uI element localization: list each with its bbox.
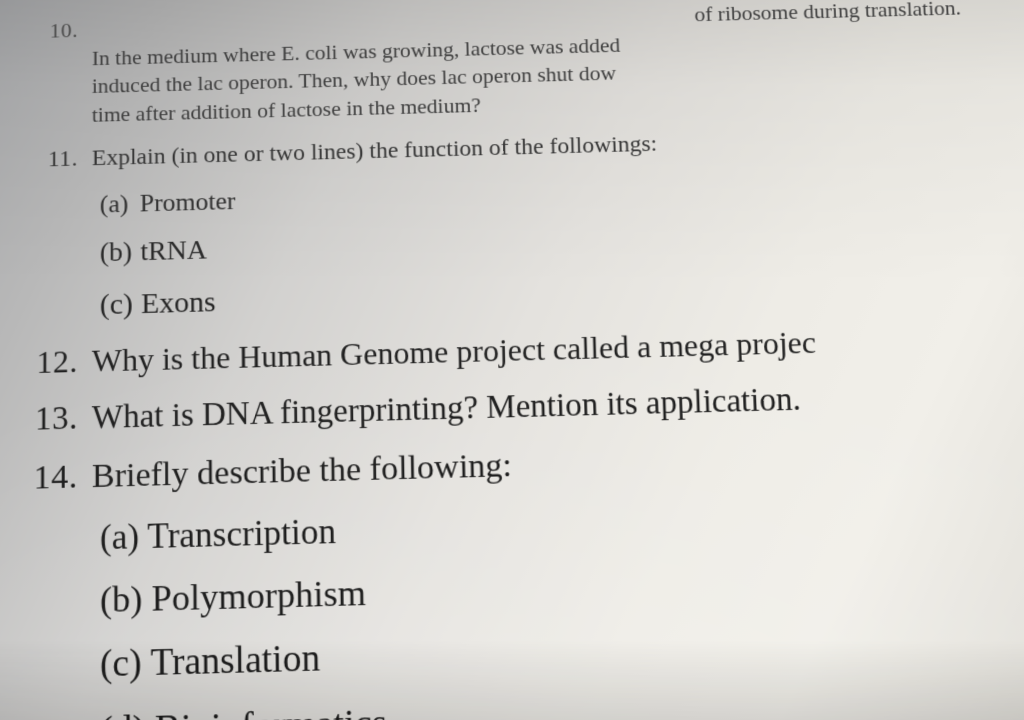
question-14: 14. Briefly describe the following:	[92, 431, 1004, 501]
option-label: (b)	[100, 575, 143, 625]
option-text: Bioinformatics	[155, 701, 388, 720]
question-14-option-c: (c) Translation	[92, 616, 1014, 691]
textbook-page: 10. of ribosome during translation. In t…	[0, 0, 1024, 720]
question-11-option-a: (a) Promoter	[92, 165, 990, 222]
option-text: Translation	[150, 638, 320, 684]
question-number: 10.	[31, 16, 78, 45]
question-11-option-c: (c) Exons	[92, 263, 996, 326]
question-number: 12.	[30, 340, 78, 384]
question-number: 13.	[30, 396, 78, 442]
option-label: (a)	[100, 187, 134, 222]
question-13-text: What is DNA fingerprinting? Mention its …	[92, 372, 1001, 440]
question-14-option-b: (b) Polymorphism	[92, 552, 1011, 625]
question-11-text: Explain (in one or two lines) the functi…	[92, 120, 988, 174]
question-12-text: Why is the Human Genome project called a…	[92, 316, 998, 382]
question-number: 14.	[29, 455, 77, 502]
question-11: 11. Explain (in one or two lines) the fu…	[92, 120, 988, 174]
question-14-text: Briefly describe the following:	[92, 431, 1004, 501]
option-label: (c)	[100, 638, 142, 690]
option-label: (d)	[100, 704, 145, 720]
question-13: 13. What is DNA fingerprinting? Mention …	[92, 372, 1001, 440]
option-label: (b)	[100, 234, 134, 272]
option-label: (c)	[100, 285, 134, 326]
question-12: 12. Why is the Human Genome project call…	[92, 316, 998, 382]
question-number: 11.	[31, 143, 78, 176]
option-text: Exons	[141, 286, 216, 320]
option-text: Transcription	[147, 512, 336, 556]
question-11-option-b: (b) tRNA	[92, 212, 993, 272]
question-14-option-a: (a) Transcription	[92, 490, 1008, 562]
option-text: Promoter	[140, 187, 236, 218]
option-label: (a)	[100, 513, 139, 562]
question-10: 10. of ribosome during translation. In t…	[92, 0, 986, 129]
option-text: tRNA	[140, 235, 207, 267]
option-text: Polymorphism	[151, 573, 366, 619]
